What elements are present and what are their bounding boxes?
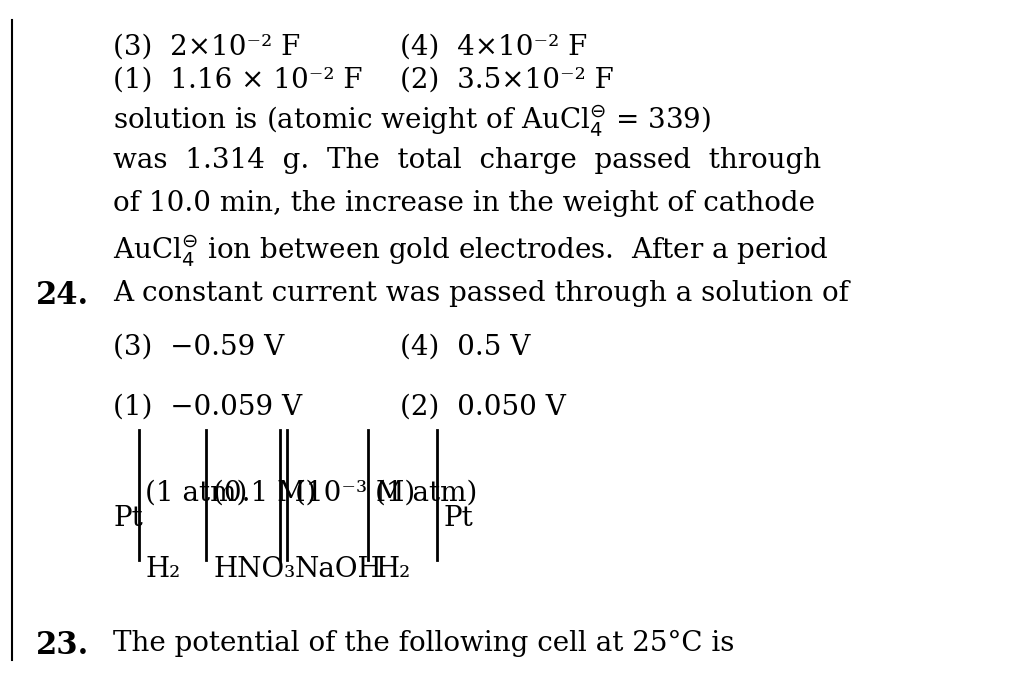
Text: (3)  2×10⁻² F: (3) 2×10⁻² F (113, 33, 300, 61)
Text: 24.: 24. (37, 280, 89, 311)
Text: HNO₃: HNO₃ (213, 556, 295, 583)
Text: solution is (atomic weight of AuCl$_4^{\ominus}$ = 339): solution is (atomic weight of AuCl$_4^{\… (113, 103, 711, 139)
Text: (10⁻³ M): (10⁻³ M) (295, 480, 415, 507)
Text: (0.1 M): (0.1 M) (213, 480, 316, 507)
Text: of 10.0 min, the increase in the weight of cathode: of 10.0 min, the increase in the weight … (113, 190, 815, 217)
Text: (1 atm): (1 atm) (375, 480, 477, 507)
Text: A constant current was passed through a solution of: A constant current was passed through a … (113, 280, 849, 307)
Text: (2)  0.050 V: (2) 0.050 V (399, 393, 565, 420)
Text: Pt: Pt (113, 505, 142, 532)
Text: The potential of the following cell at 25°C is: The potential of the following cell at 2… (113, 630, 734, 657)
Text: (4)  4×10⁻² F: (4) 4×10⁻² F (399, 33, 587, 61)
Text: (4)  0.5 V: (4) 0.5 V (399, 333, 530, 360)
Text: was  1.314  g.  The  total  charge  passed  through: was 1.314 g. The total charge passed thr… (113, 147, 821, 174)
Text: (3)  −0.59 V: (3) −0.59 V (113, 333, 285, 360)
Text: H₂: H₂ (375, 556, 411, 583)
Text: 23.: 23. (37, 630, 90, 661)
Text: (1)  1.16 × 10⁻² F: (1) 1.16 × 10⁻² F (113, 67, 362, 94)
Text: Pt: Pt (444, 505, 474, 532)
Text: NaOH: NaOH (295, 556, 382, 583)
Text: (1 atm): (1 atm) (145, 480, 248, 507)
Text: (2)  3.5×10⁻² F: (2) 3.5×10⁻² F (399, 67, 613, 94)
Text: H₂: H₂ (145, 556, 180, 583)
Text: AuCl$_4^{\ominus}$ ion between gold electrodes.  After a period: AuCl$_4^{\ominus}$ ion between gold elec… (113, 233, 828, 269)
Text: (1)  −0.059 V: (1) −0.059 V (113, 393, 302, 420)
